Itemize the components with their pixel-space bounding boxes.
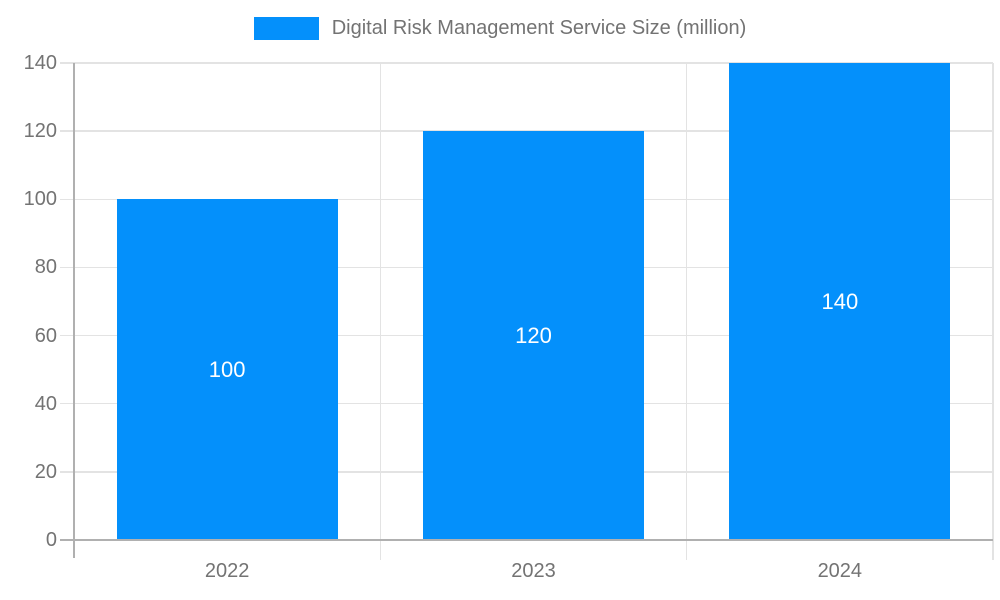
y-axis-line	[73, 63, 75, 558]
legend-item[interactable]: Digital Risk Management Service Size (mi…	[253, 17, 747, 40]
bar-value-label: 100	[208, 356, 246, 382]
x-category-label: 2024	[817, 560, 863, 582]
y-tick-label: 20	[34, 460, 57, 483]
bar-value-label: 140	[821, 288, 859, 314]
bar-value-label: 120	[515, 322, 552, 348]
legend: Digital Risk Management Service Size (mi…	[0, 17, 1000, 40]
x-category-label: 2022	[204, 560, 250, 582]
chart-title: Digital Risk Management Service Size (mi…	[331, 17, 747, 39]
legend-swatch	[253, 17, 319, 40]
y-tick-label: 120	[23, 120, 57, 143]
y-tick-label: 60	[34, 324, 57, 347]
y-grid-line	[60, 62, 993, 64]
y-tick-label: 100	[23, 188, 57, 211]
y-tick-label: 140	[23, 52, 57, 74]
y-tick-label: 80	[34, 256, 57, 279]
y-tick-label: 0	[45, 529, 57, 551]
bar: 100	[116, 199, 338, 540]
y-tick-label: 40	[34, 392, 57, 415]
x-category-label: 2023	[511, 560, 556, 582]
x-axis-line	[60, 539, 993, 541]
category-boundary-line	[379, 63, 382, 560]
category-boundary-line	[992, 63, 994, 560]
category-boundary-line	[685, 63, 688, 560]
bar: 140	[729, 63, 951, 540]
bar: 120	[423, 131, 644, 540]
